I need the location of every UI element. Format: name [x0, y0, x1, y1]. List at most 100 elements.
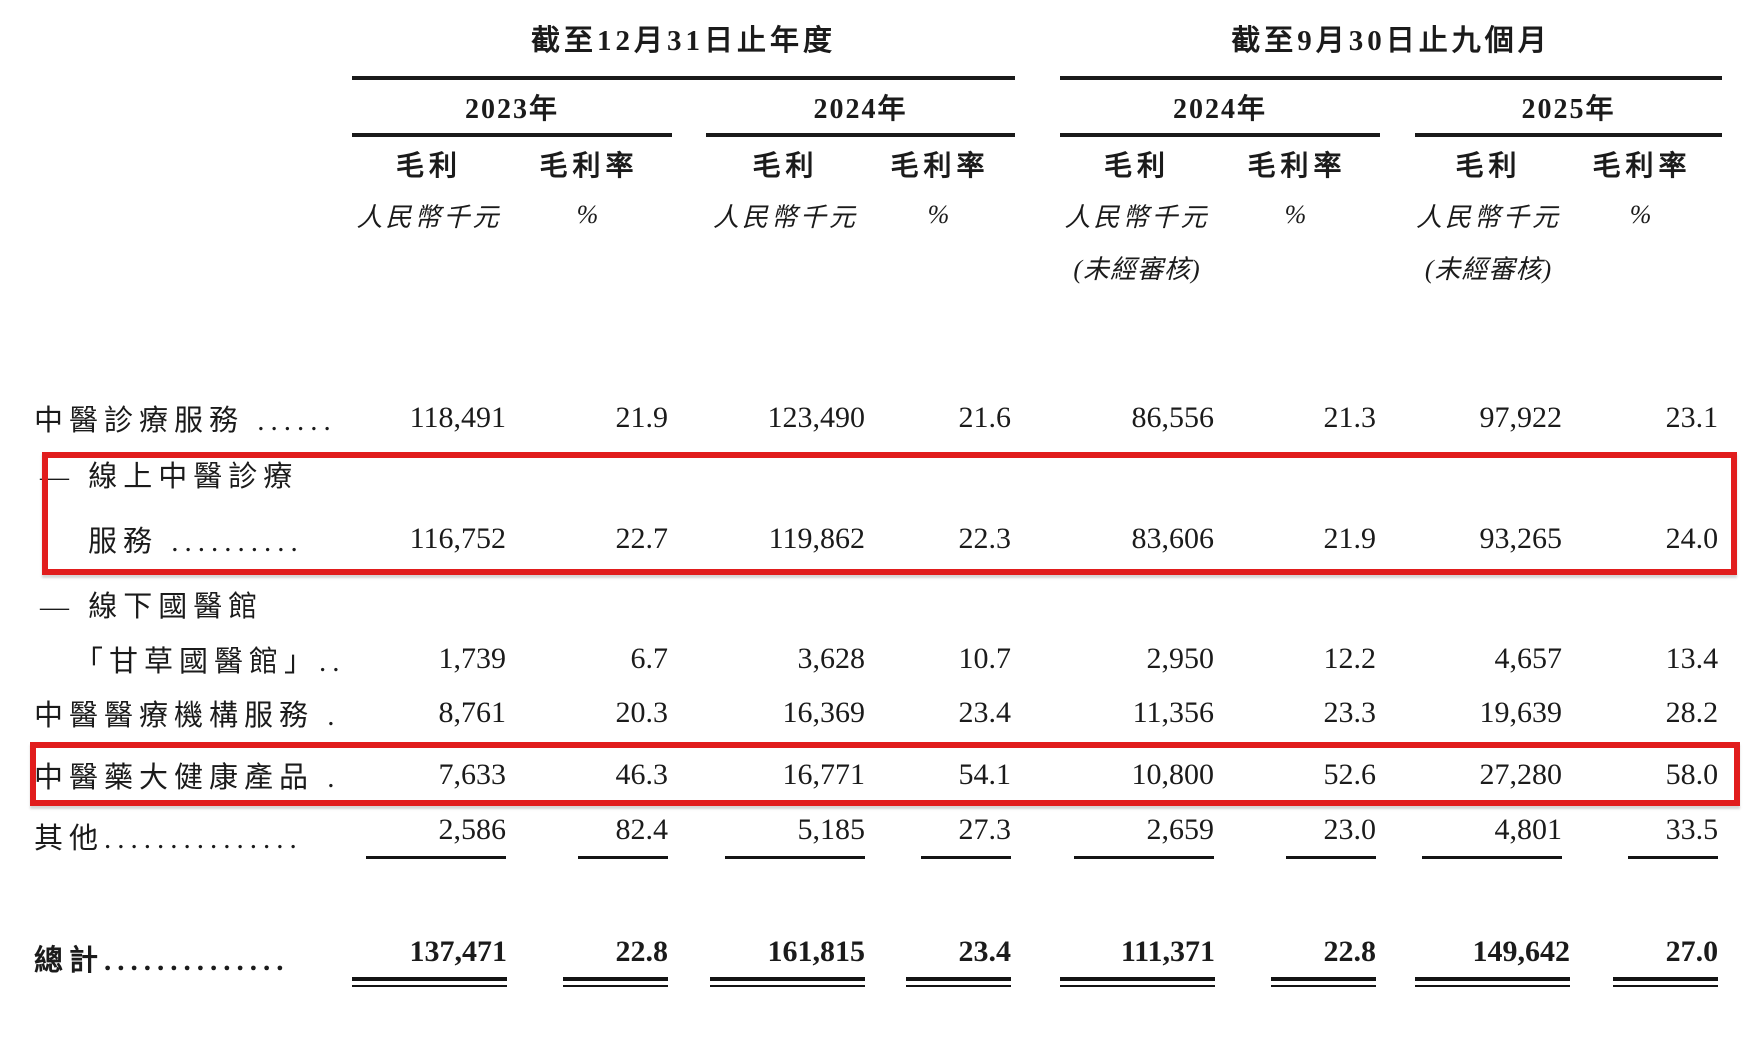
col-gpm-2024: 毛利率 — [890, 150, 990, 182]
table-row-tcm-diagnosis: 中醫診療服務 ...... 118,491 21.9 123,490 21.6 … — [0, 390, 1759, 445]
table-row-offline-clinic-values: 「甘草國醫館」.. 1,739 6.7 3,628 10.7 2,950 12.… — [0, 632, 1759, 685]
group-title-9m: 截至9月30日止九個月 — [1060, 0, 1723, 80]
group-title-fy: 截至12月31日止年度 — [352, 0, 1016, 80]
unit-rmb-2024-9m: 人民幣千元 — [1064, 202, 1210, 232]
unit-row: 人民幣千元 % 人民幣千元 % 人民幣千元 % 人民幣千元 % — [0, 190, 1759, 240]
spacer-row — [0, 862, 1759, 925]
cell-gp-2024-9m: 2,659 — [1074, 813, 1215, 859]
col-gpm-2023: 毛利率 — [539, 150, 639, 182]
cell-gp-2023: 1,739 — [438, 641, 507, 675]
table-row-tcm-institution: 中醫醫療機構服務 . 8,761 20.3 16,369 23.4 11,356… — [0, 685, 1759, 740]
cell-gp-2025: 149,642 — [1415, 935, 1571, 987]
unit-pct-2024: % — [927, 200, 953, 229]
year-2025: 2025年 — [1415, 78, 1723, 137]
cell-gpm-2024: 22.3 — [958, 521, 1012, 555]
highlight-box-online-tcm-services — [42, 452, 1737, 575]
col-gpm-2024-9m: 毛利率 — [1247, 150, 1347, 182]
cell-gpm-2025: 28.2 — [1665, 695, 1719, 729]
unit-pct-2023: % — [576, 200, 602, 229]
cell-gp-2023: 2,586 — [366, 813, 506, 859]
table-row-others: 其他............... 2,586 82.4 5,185 27.3 … — [0, 810, 1759, 862]
col-gp-2025: 毛利 — [1455, 150, 1522, 182]
col-gpm-2025: 毛利率 — [1592, 150, 1692, 182]
cell-gpm-2025: 58.0 — [1665, 758, 1719, 791]
column-header-row: 毛利 毛利率 毛利 毛利率 毛利 毛利率 毛利 毛利率 — [0, 135, 1759, 190]
cell-gp-2023: 8,761 — [438, 695, 507, 729]
table-row-online-tcm-label: — 線上中醫診療 — [0, 445, 1759, 502]
cell-gpm-2024: 54.1 — [958, 758, 1012, 791]
cell-gp-2025: 4,801 — [1422, 813, 1563, 859]
cell-gp-2024-9m: 2,950 — [1146, 641, 1215, 675]
cell-gp-2024: 123,490 — [767, 400, 866, 434]
year-2023: 2023年 — [352, 78, 672, 137]
cell-gpm-2025: 23.1 — [1665, 400, 1719, 434]
row-label: — 線下國醫館 — [40, 590, 264, 623]
unit-pct-2024-9m: % — [1284, 200, 1310, 229]
cell-gpm-2025: 24.0 — [1665, 521, 1719, 555]
cell-gp-2024: 161,815 — [710, 935, 865, 987]
cell-gp-2025: 27,280 — [1479, 758, 1563, 791]
spacer-row — [0, 295, 1759, 390]
cell-gp-2025: 19,639 — [1479, 695, 1563, 729]
row-label: 中醫診療服務 ...... — [34, 404, 337, 437]
cell-gpm-2024-9m: 22.8 — [1271, 935, 1377, 987]
col-gp-2023: 毛利 — [395, 150, 462, 182]
cell-gp-2023: 116,752 — [409, 521, 506, 555]
row-label: 「甘草國醫館」.. — [74, 645, 346, 678]
unit-pct-2025: % — [1629, 200, 1655, 229]
cell-gp-2025: 4,657 — [1494, 641, 1563, 675]
cell-gpm-2024-9m: 12.2 — [1323, 641, 1377, 675]
cell-gp-2023: 7,633 — [438, 758, 507, 791]
cell-gp-2024: 16,369 — [782, 695, 866, 729]
row-label: 中醫藥大健康產品 . — [34, 762, 341, 794]
cell-gp-2024-9m: 83,606 — [1131, 521, 1215, 555]
col-gp-2024: 毛利 — [752, 150, 819, 182]
gross-profit-table: 截至12月31日止年度 截至9月30日止九個月 2023年 2024年 2024… — [0, 0, 1759, 990]
cell-gp-2024: 119,862 — [768, 521, 865, 555]
cell-gpm-2024-9m: 23.3 — [1323, 695, 1377, 729]
cell-gp-2025: 93,265 — [1479, 521, 1563, 555]
cell-gpm-2025: 13.4 — [1665, 641, 1719, 675]
cell-gpm-2023: 22.8 — [563, 935, 668, 987]
cell-gpm-2023: 22.7 — [615, 521, 669, 555]
cell-gpm-2025: 27.0 — [1613, 935, 1719, 987]
cell-gpm-2023: 82.4 — [578, 813, 668, 859]
col-gp-2024-9m: 毛利 — [1104, 150, 1171, 182]
period-group-row: 截至12月31日止年度 截至9月30日止九個月 — [0, 0, 1759, 80]
cell-gp-2023: 137,471 — [352, 935, 507, 987]
unit-rmb-2023: 人民幣千元 — [356, 202, 502, 232]
cell-gpm-2024-9m: 52.6 — [1323, 758, 1377, 791]
cell-gp-2024: 3,628 — [797, 641, 866, 675]
row-label-total: 總計.............. — [34, 944, 290, 977]
cell-gp-2024-9m: 10,800 — [1131, 758, 1215, 791]
unaudited-2025: (未經審核) — [1424, 255, 1553, 284]
row-label: 其他............... — [34, 823, 303, 855]
table-row-online-tcm-values: 服務 .......... 116,752 22.7 119,862 22.3 … — [0, 502, 1759, 575]
unaudited-row: (未經審核) (未經審核) — [0, 240, 1759, 295]
year-2024-9m: 2024年 — [1060, 78, 1381, 137]
cell-gpm-2024-9m: 21.9 — [1323, 521, 1377, 555]
cell-gpm-2024: 23.4 — [906, 935, 1012, 987]
table-row-total: 總計.............. 137,471 22.8 161,815 23… — [0, 925, 1759, 990]
row-label: 中醫醫療機構服務 . — [34, 699, 341, 732]
cell-gpm-2024: 10.7 — [958, 641, 1012, 675]
cell-gpm-2024-9m: 21.3 — [1323, 400, 1377, 434]
cell-gp-2024-9m: 86,556 — [1131, 400, 1215, 434]
cell-gp-2024-9m: 11,356 — [1132, 695, 1215, 729]
year-2024: 2024年 — [706, 78, 1016, 137]
unaudited-2024-9m: (未經審核) — [1073, 255, 1201, 284]
cell-gpm-2024: 21.6 — [958, 400, 1012, 434]
year-row: 2023年 2024年 2024年 2025年 — [0, 78, 1759, 137]
cell-gp-2024: 5,185 — [725, 813, 865, 859]
cell-gp-2025: 97,922 — [1479, 400, 1563, 434]
cell-gpm-2023: 46.3 — [615, 758, 669, 791]
cell-gpm-2023: 20.3 — [615, 695, 669, 729]
cell-gpm-2025: 33.5 — [1628, 813, 1719, 859]
row-label: — 線上中醫診療 — [40, 460, 299, 493]
unit-rmb-2024: 人民幣千元 — [712, 202, 858, 232]
cell-gpm-2023: 21.9 — [615, 400, 669, 434]
cell-gp-2023: 118,491 — [409, 400, 506, 434]
cell-gp-2024: 16,771 — [782, 758, 866, 791]
unit-rmb-2025: 人民幣千元 — [1416, 202, 1562, 232]
